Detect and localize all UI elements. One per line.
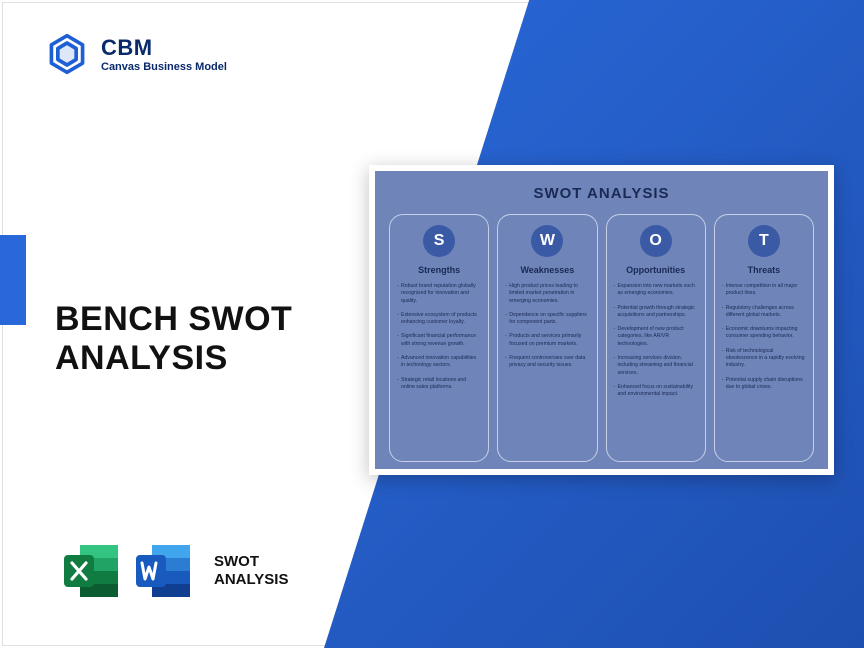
swot-letter: S	[423, 225, 455, 257]
swot-letter: T	[748, 225, 780, 257]
swot-items: High product prices leading to limited m…	[505, 283, 589, 377]
apps-label: SWOT ANALYSIS	[214, 553, 288, 589]
swot-item: Frequent controversies over data privacy…	[505, 355, 589, 370]
excel-icon	[60, 539, 124, 603]
swot-item: Intense competition in all major product…	[722, 283, 806, 298]
swot-items: Expansion into new markets such as emerg…	[614, 283, 698, 405]
page-title: BENCH SWOT ANALYSIS	[55, 300, 292, 378]
swot-columns: S Strengths Robust brand reputation global…	[389, 214, 814, 462]
swot-col-opportunities: O Opportunities Expansion into new markets…	[606, 214, 706, 462]
swot-col-weaknesses: W Weaknesses High product prices leading t…	[497, 214, 597, 462]
apps-label-line-2: ANALYSIS	[214, 571, 288, 589]
swot-heading: Strengths	[397, 265, 481, 275]
swot-card-title: SWOT ANALYSIS	[389, 185, 814, 202]
swot-items: Robust brand reputation globally recogni…	[397, 283, 481, 398]
swot-heading: Opportunities	[614, 265, 698, 275]
apps-row: SWOT ANALYSIS	[60, 539, 288, 603]
swot-item: Expansion into new markets such as emerg…	[614, 283, 698, 298]
swot-card: SWOT ANALYSIS S Strengths Robust brand rep…	[369, 165, 834, 475]
swot-letter: O	[640, 225, 672, 257]
brand-block: CBM Canvas Business Model	[45, 32, 227, 76]
accent-bar	[0, 235, 26, 325]
swot-item: Potential growth through strategic acqui…	[614, 305, 698, 320]
swot-col-threats: T Threats Intense competition in all major…	[714, 214, 814, 462]
apps-label-line-1: SWOT	[214, 553, 288, 571]
swot-item: High product prices leading to limited m…	[505, 283, 589, 305]
swot-letter: W	[531, 225, 563, 257]
swot-item: Enhanced focus on sustainability and env…	[614, 384, 698, 399]
swot-item: Risk of technological obsolescence in a …	[722, 348, 806, 370]
brand-text: CBM Canvas Business Model	[101, 35, 227, 73]
swot-item: Significant financial performance with s…	[397, 333, 481, 348]
swot-item: Development of new product categories, l…	[614, 326, 698, 348]
swot-item: Robust brand reputation globally recogni…	[397, 283, 481, 305]
brand-full: Canvas Business Model	[101, 61, 227, 73]
title-line-2: ANALYSIS	[55, 339, 292, 378]
swot-item: Advanced innovation capabilities in tech…	[397, 355, 481, 370]
swot-col-strengths: S Strengths Robust brand reputation global…	[389, 214, 489, 462]
swot-item: Economic downturns impacting consumer sp…	[722, 326, 806, 341]
swot-item: Strategic retail locations and online sa…	[397, 377, 481, 392]
swot-items: Intense competition in all major product…	[722, 283, 806, 398]
swot-item: Regulatory challenges across different g…	[722, 305, 806, 320]
swot-item: Increasing services division, including …	[614, 355, 698, 377]
swot-heading: Threats	[722, 265, 806, 275]
swot-item: Dependence on specific suppliers for com…	[505, 312, 589, 327]
word-icon	[132, 539, 196, 603]
brand-abbr: CBM	[101, 35, 227, 61]
swot-item: Extensive ecosystem of products enhancin…	[397, 312, 481, 327]
swot-heading: Weaknesses	[505, 265, 589, 275]
title-line-1: BENCH SWOT	[55, 300, 292, 339]
swot-item: Products and services primarily focused …	[505, 333, 589, 348]
brand-logo-icon	[45, 32, 89, 76]
swot-item: Potential supply chain disruptions due t…	[722, 377, 806, 392]
